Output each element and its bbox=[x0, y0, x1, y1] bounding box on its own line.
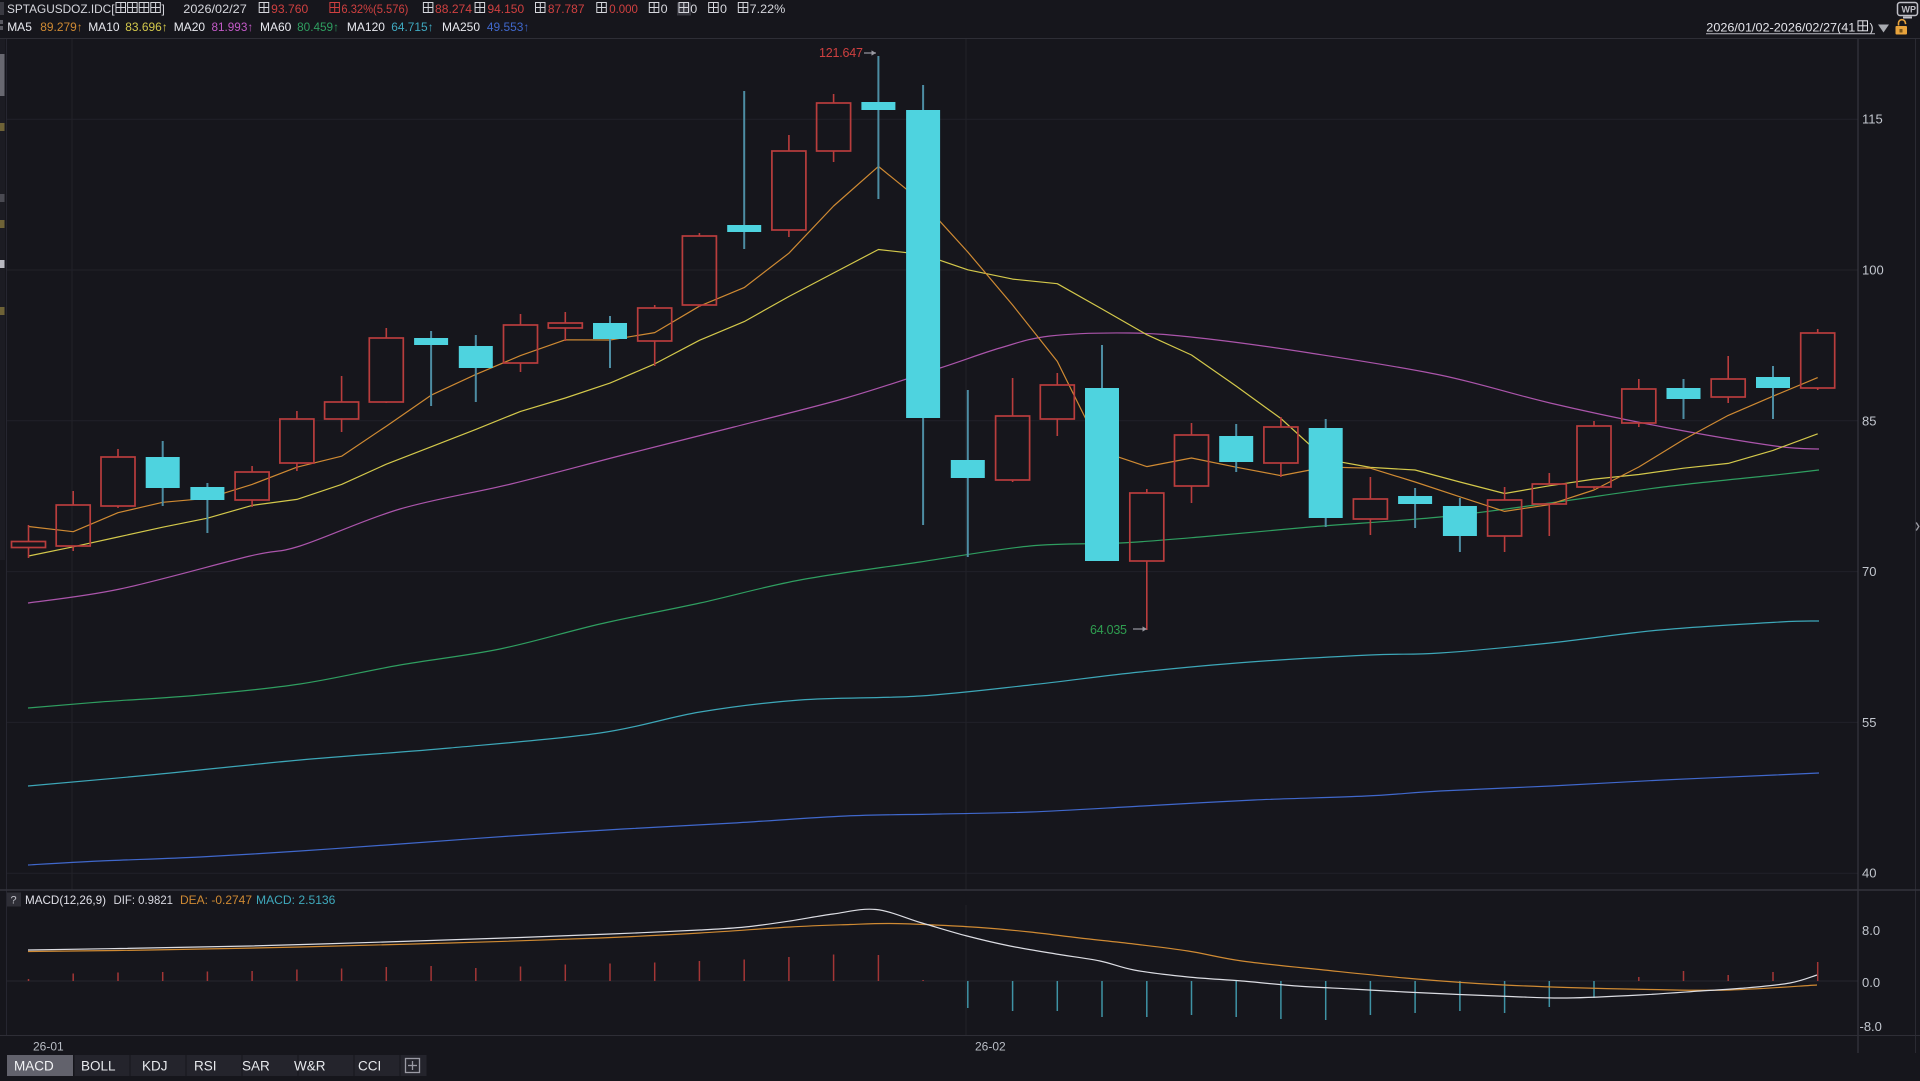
svg-text:121.647: 121.647 bbox=[819, 46, 863, 60]
svg-text:100: 100 bbox=[1862, 263, 1884, 278]
svg-text:55: 55 bbox=[1862, 715, 1876, 730]
svg-text:MA5: MA5 bbox=[7, 20, 32, 34]
svg-text:26-02: 26-02 bbox=[975, 1040, 1006, 1054]
svg-text:SAR: SAR bbox=[242, 1059, 270, 1074]
svg-text:MA20: MA20 bbox=[174, 20, 206, 34]
svg-text:89.279↑: 89.279↑ bbox=[40, 20, 82, 34]
svg-text:40: 40 bbox=[1862, 866, 1876, 881]
svg-text:2026/01/02-2026/02/27(41: 2026/01/02-2026/02/27(41 bbox=[1706, 21, 1855, 35]
svg-text:115: 115 bbox=[1862, 112, 1883, 127]
svg-text:MA250: MA250 bbox=[442, 20, 480, 34]
svg-text:DEA: -0.2747: DEA: -0.2747 bbox=[180, 893, 252, 907]
svg-text:49.553↑: 49.553↑ bbox=[487, 20, 529, 34]
svg-text:93.760: 93.760 bbox=[271, 2, 308, 16]
svg-text:0: 0 bbox=[690, 2, 697, 16]
svg-text:0.0: 0.0 bbox=[1862, 975, 1880, 990]
svg-text:80.459↑: 80.459↑ bbox=[297, 20, 339, 34]
svg-text:83.696↑: 83.696↑ bbox=[125, 20, 167, 34]
svg-text:MACD: MACD bbox=[14, 1059, 54, 1074]
svg-text:64.035: 64.035 bbox=[1090, 623, 1127, 637]
svg-text:87.787: 87.787 bbox=[548, 2, 585, 16]
svg-text:88.274: 88.274 bbox=[435, 2, 472, 16]
svg-text:MA120: MA120 bbox=[347, 20, 385, 34]
svg-text:0.000: 0.000 bbox=[609, 2, 638, 16]
svg-text:): ) bbox=[1870, 21, 1874, 35]
svg-text:6.32%(5.576): 6.32%(5.576) bbox=[341, 2, 408, 16]
svg-text:-8.0: -8.0 bbox=[1860, 1019, 1882, 1034]
svg-text:MACD(12,26,9): MACD(12,26,9) bbox=[25, 893, 106, 907]
svg-text:KDJ: KDJ bbox=[142, 1059, 168, 1074]
svg-text:DIF: 0.9821: DIF: 0.9821 bbox=[114, 893, 174, 907]
svg-text:MA60: MA60 bbox=[260, 20, 292, 34]
svg-text:W&R: W&R bbox=[294, 1059, 326, 1074]
svg-text:CCI: CCI bbox=[358, 1059, 381, 1074]
svg-text:7.22%: 7.22% bbox=[750, 2, 786, 16]
svg-text:85: 85 bbox=[1862, 413, 1876, 428]
svg-text:WP: WP bbox=[1902, 5, 1917, 15]
svg-text:8.0: 8.0 bbox=[1862, 923, 1880, 938]
svg-text:26-01: 26-01 bbox=[33, 1040, 64, 1054]
svg-text:BOLL: BOLL bbox=[81, 1059, 116, 1074]
svg-text:MA10: MA10 bbox=[88, 20, 120, 34]
svg-text:MACD: 2.5136: MACD: 2.5136 bbox=[256, 893, 336, 907]
svg-text:64.715↑: 64.715↑ bbox=[391, 20, 433, 34]
svg-text:?: ? bbox=[11, 895, 17, 907]
svg-text:81.993↑: 81.993↑ bbox=[212, 20, 254, 34]
svg-text:SPTAGUSDOZ.IDC[: SPTAGUSDOZ.IDC[ bbox=[7, 2, 115, 16]
svg-text:94.150: 94.150 bbox=[488, 2, 525, 16]
svg-text:0: 0 bbox=[661, 2, 668, 16]
svg-text:0: 0 bbox=[720, 2, 727, 16]
svg-text:]: ] bbox=[162, 2, 165, 16]
svg-text:70: 70 bbox=[1862, 564, 1876, 579]
svg-text:2026/02/27: 2026/02/27 bbox=[183, 2, 247, 16]
svg-text:RSI: RSI bbox=[194, 1059, 217, 1074]
